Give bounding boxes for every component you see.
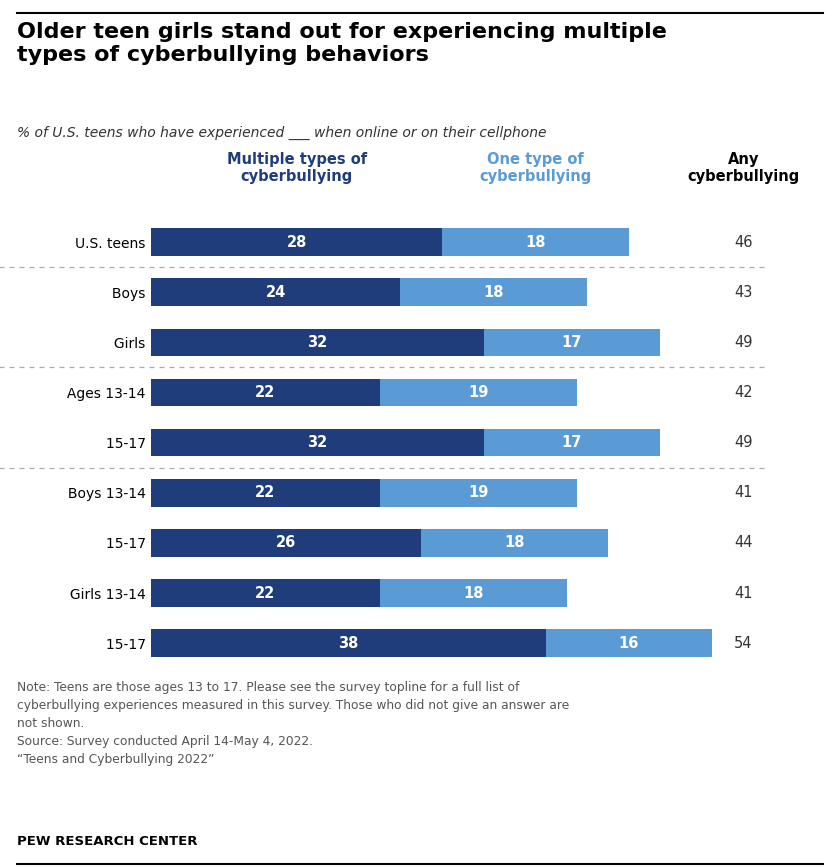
Text: 22: 22 (255, 385, 276, 400)
Text: 16: 16 (619, 635, 639, 651)
Text: 22: 22 (255, 485, 276, 500)
Text: 44: 44 (734, 536, 753, 550)
Text: One type of
cyberbullying: One type of cyberbullying (480, 152, 591, 184)
Bar (380, 579, 567, 607)
Bar (546, 629, 712, 657)
Bar (401, 279, 587, 306)
Bar (151, 429, 484, 457)
Bar (151, 579, 380, 607)
Text: 41: 41 (734, 485, 753, 500)
Bar (421, 529, 608, 556)
Text: 26: 26 (276, 536, 297, 550)
Bar (151, 378, 380, 406)
Text: 19: 19 (468, 385, 489, 400)
Text: Multiple types of
cyberbullying: Multiple types of cyberbullying (227, 152, 366, 184)
Bar (484, 429, 660, 457)
Text: 32: 32 (307, 335, 328, 350)
Bar (151, 279, 401, 306)
Text: Note: Teens are those ages 13 to 17. Please see the survey topline for a full li: Note: Teens are those ages 13 to 17. Ple… (17, 681, 569, 766)
Text: 19: 19 (468, 485, 489, 500)
Text: 41: 41 (734, 586, 753, 601)
Text: Older teen girls stand out for experiencing multiple
types of cyberbullying beha: Older teen girls stand out for experienc… (17, 22, 667, 65)
Bar (380, 378, 577, 406)
Text: 18: 18 (463, 586, 483, 601)
Text: Any
cyberbullying: Any cyberbullying (687, 152, 800, 184)
Text: 18: 18 (505, 536, 525, 550)
Bar (484, 329, 660, 356)
Text: 32: 32 (307, 435, 328, 450)
Text: PEW RESEARCH CENTER: PEW RESEARCH CENTER (17, 835, 197, 848)
Text: 17: 17 (562, 435, 582, 450)
Text: 24: 24 (265, 285, 286, 299)
Text: 22: 22 (255, 586, 276, 601)
Text: 46: 46 (734, 234, 753, 250)
Text: 18: 18 (525, 234, 546, 250)
Bar (380, 479, 577, 507)
Text: 54: 54 (734, 635, 753, 651)
Text: 28: 28 (286, 234, 307, 250)
Bar (151, 479, 380, 507)
Text: 43: 43 (734, 285, 753, 299)
Bar (151, 329, 484, 356)
Text: 49: 49 (734, 435, 753, 450)
Text: 17: 17 (562, 335, 582, 350)
Bar (442, 228, 629, 256)
Text: 42: 42 (734, 385, 753, 400)
Text: 38: 38 (339, 635, 359, 651)
Text: % of U.S. teens who have experienced ___ when online or on their cellphone: % of U.S. teens who have experienced ___… (17, 126, 546, 140)
Bar (151, 629, 546, 657)
Bar (151, 529, 421, 556)
Bar (151, 228, 442, 256)
Text: 49: 49 (734, 335, 753, 350)
Text: 18: 18 (484, 285, 504, 299)
